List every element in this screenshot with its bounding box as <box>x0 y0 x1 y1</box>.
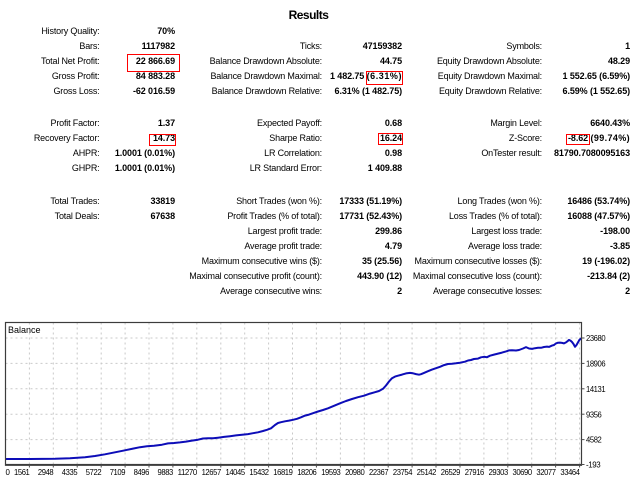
svg-text:22367: 22367 <box>369 467 389 477</box>
svg-text:19593: 19593 <box>321 467 341 477</box>
svg-text:-193: -193 <box>586 460 601 470</box>
svg-text:1561: 1561 <box>14 467 30 477</box>
svg-text:4582: 4582 <box>586 435 602 445</box>
svg-text:30690: 30690 <box>513 467 533 477</box>
svg-text:9883: 9883 <box>158 467 174 477</box>
svg-text:0: 0 <box>6 467 11 477</box>
svg-text:4335: 4335 <box>62 467 78 477</box>
svg-text:33464: 33464 <box>560 467 580 477</box>
svg-text:32077: 32077 <box>536 467 556 477</box>
svg-text:14045: 14045 <box>226 467 246 477</box>
svg-text:9356: 9356 <box>586 409 602 419</box>
svg-text:25142: 25142 <box>417 467 437 477</box>
svg-text:20980: 20980 <box>345 467 365 477</box>
svg-text:8496: 8496 <box>134 467 150 477</box>
svg-text:29303: 29303 <box>489 467 509 477</box>
svg-text:7109: 7109 <box>110 467 126 477</box>
svg-text:5722: 5722 <box>86 467 102 477</box>
svg-text:2948: 2948 <box>38 467 54 477</box>
svg-text:23680: 23680 <box>586 333 606 343</box>
svg-text:23754: 23754 <box>393 467 413 477</box>
svg-text:Balance: Balance <box>8 325 41 335</box>
svg-text:18906: 18906 <box>586 359 606 369</box>
svg-text:14131: 14131 <box>586 384 606 394</box>
svg-text:26529: 26529 <box>441 467 461 477</box>
svg-text:27916: 27916 <box>465 467 485 477</box>
svg-text:16819: 16819 <box>273 467 293 477</box>
svg-text:11270: 11270 <box>178 467 198 477</box>
svg-text:18206: 18206 <box>297 467 317 477</box>
svg-text:15432: 15432 <box>249 467 269 477</box>
svg-text:12657: 12657 <box>202 467 222 477</box>
